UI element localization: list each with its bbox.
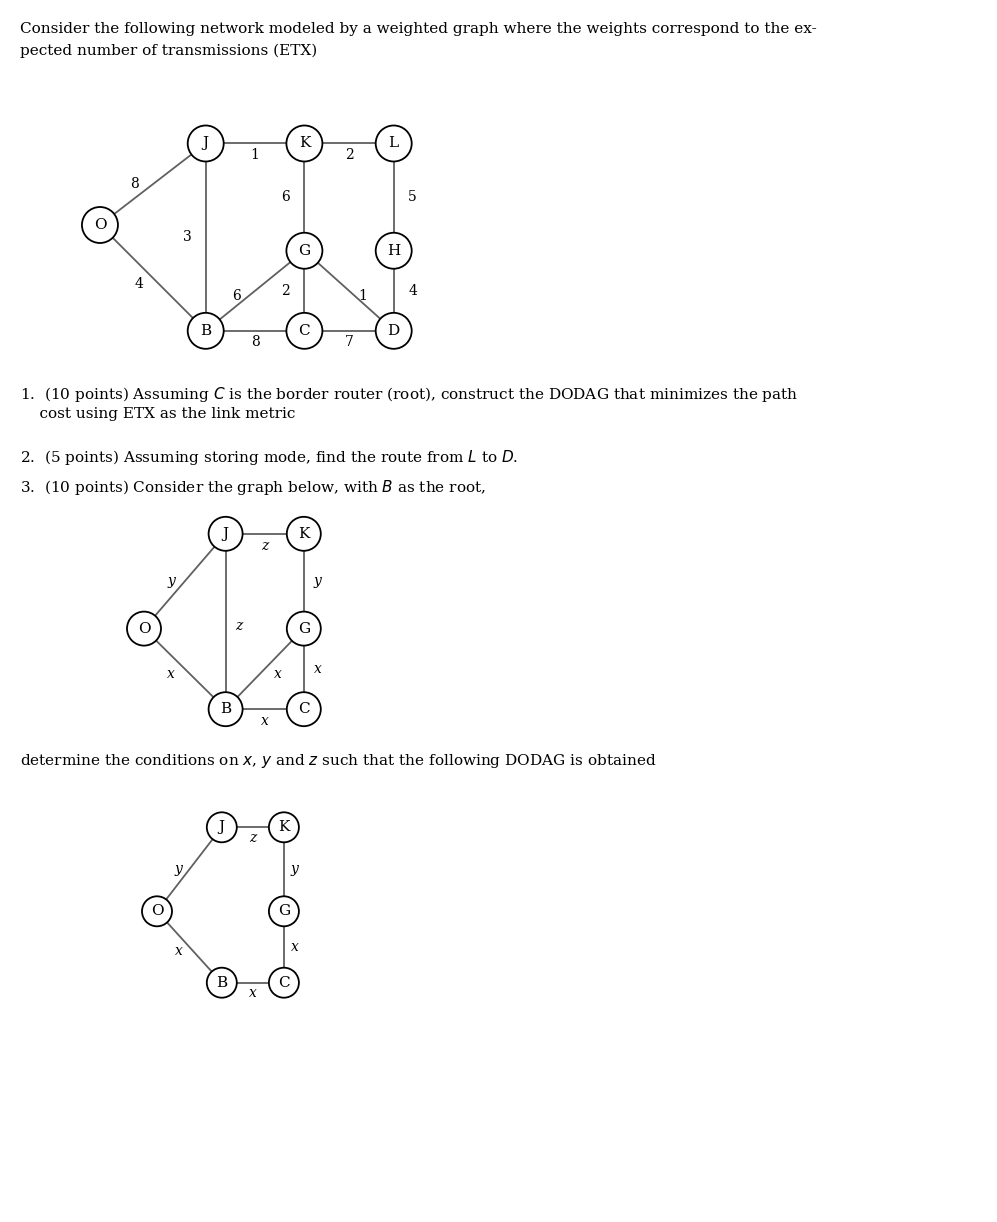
Text: 1.  (10 points) Assuming $C$ is the border router (root), construct the DODAG th: 1. (10 points) Assuming $C$ is the borde…	[20, 385, 799, 404]
Circle shape	[269, 968, 299, 997]
Circle shape	[269, 813, 299, 842]
Text: O: O	[138, 622, 151, 635]
Text: K: K	[278, 820, 289, 835]
Circle shape	[287, 611, 321, 645]
Text: 8: 8	[130, 177, 139, 192]
Text: G: G	[298, 243, 310, 258]
Text: z: z	[235, 620, 243, 633]
Text: y: y	[313, 574, 321, 588]
Circle shape	[286, 126, 322, 161]
Text: O: O	[151, 904, 164, 918]
Text: G: G	[278, 904, 290, 918]
Text: 6: 6	[281, 191, 290, 204]
Circle shape	[127, 611, 161, 645]
Circle shape	[269, 896, 299, 926]
Circle shape	[286, 313, 322, 348]
Text: 6: 6	[232, 290, 240, 303]
Text: 4: 4	[408, 284, 417, 298]
Text: J: J	[222, 527, 228, 541]
Circle shape	[208, 692, 242, 726]
Circle shape	[187, 313, 223, 348]
Text: 5: 5	[408, 191, 417, 204]
Text: J: J	[218, 820, 225, 835]
Text: J: J	[202, 137, 208, 150]
Text: y: y	[167, 574, 175, 588]
Circle shape	[376, 313, 412, 348]
Circle shape	[206, 813, 237, 842]
Circle shape	[376, 126, 412, 161]
Text: x: x	[313, 662, 321, 676]
Text: x: x	[167, 667, 175, 681]
Circle shape	[286, 232, 322, 269]
Text: determine the conditions on $x$, $y$ and $z$ such that the following DODAG is ob: determine the conditions on $x$, $y$ and…	[20, 752, 656, 770]
Text: x: x	[261, 714, 268, 728]
Text: z: z	[249, 831, 256, 844]
Text: B: B	[216, 975, 227, 990]
Text: pected number of transmissions (ETX): pected number of transmissions (ETX)	[20, 44, 317, 59]
Text: 2: 2	[281, 284, 290, 298]
Circle shape	[187, 126, 223, 161]
Text: C: C	[278, 975, 290, 990]
Text: 3: 3	[182, 230, 191, 244]
Text: 1: 1	[359, 290, 368, 303]
Text: x: x	[274, 667, 282, 681]
Circle shape	[206, 968, 237, 997]
Circle shape	[142, 896, 172, 926]
Text: 3.  (10 points) Consider the graph below, with $B$ as the root,: 3. (10 points) Consider the graph below,…	[20, 478, 486, 497]
Circle shape	[208, 517, 242, 551]
Text: 7: 7	[345, 335, 354, 349]
Text: G: G	[298, 622, 310, 635]
Text: K: K	[298, 527, 309, 541]
Text: C: C	[298, 324, 310, 337]
Text: K: K	[299, 137, 310, 150]
Text: O: O	[94, 218, 107, 232]
Circle shape	[287, 517, 321, 551]
Circle shape	[376, 232, 412, 269]
Circle shape	[287, 692, 321, 726]
Text: 2: 2	[345, 148, 353, 163]
Text: 2.  (5 points) Assuming storing mode, find the route from $L$ to $D$.: 2. (5 points) Assuming storing mode, fin…	[20, 448, 518, 467]
Text: H: H	[387, 243, 401, 258]
Text: D: D	[388, 324, 400, 337]
Text: cost using ETX as the link metric: cost using ETX as the link metric	[20, 407, 295, 422]
Text: x: x	[174, 945, 182, 958]
Text: y: y	[291, 863, 299, 876]
Text: L: L	[389, 137, 399, 150]
Text: y: y	[174, 863, 182, 876]
Text: z: z	[261, 539, 268, 552]
Circle shape	[82, 207, 118, 243]
Text: B: B	[220, 703, 231, 716]
Text: C: C	[298, 703, 310, 716]
Text: Consider the following network modeled by a weighted graph where the weights cor: Consider the following network modeled b…	[20, 22, 817, 35]
Text: x: x	[249, 986, 257, 1000]
Text: 8: 8	[250, 335, 259, 349]
Text: 1: 1	[250, 148, 259, 163]
Text: x: x	[291, 940, 299, 954]
Text: B: B	[200, 324, 211, 337]
Text: 4: 4	[135, 276, 144, 291]
